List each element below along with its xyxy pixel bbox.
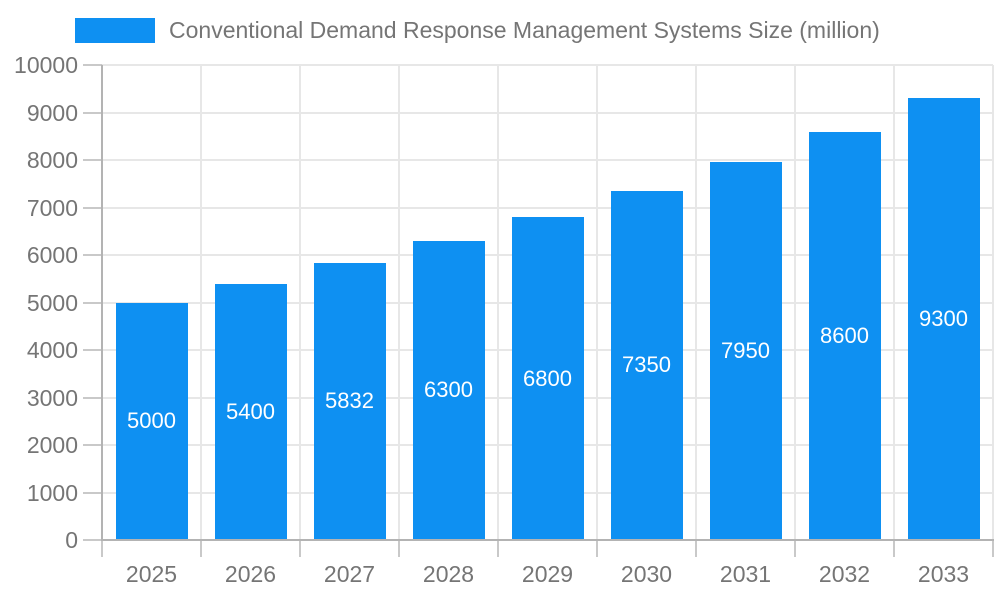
v-gridline [299, 65, 301, 540]
x-axis-tick [200, 541, 202, 557]
x-axis-tick [893, 541, 895, 557]
y-tick-label: 0 [65, 527, 78, 553]
y-tick-label: 9000 [26, 99, 78, 126]
bar-value-label: 7350 [622, 352, 671, 378]
x-axis-tick [992, 541, 994, 557]
x-axis-tick [596, 541, 598, 557]
y-axis-tick [83, 349, 102, 351]
bar: 6300 [412, 240, 485, 540]
legend: Conventional Demand Response Management … [75, 17, 880, 44]
v-gridline [497, 65, 499, 540]
x-axis-tick [398, 541, 400, 557]
v-gridline [992, 65, 994, 540]
bar-value-label: 7950 [721, 338, 770, 364]
x-tick-label: 2025 [125, 561, 178, 587]
x-axis-line [101, 539, 994, 541]
h-gridline [102, 159, 993, 161]
y-axis-tick [83, 301, 102, 304]
bar-value-label: 6300 [424, 377, 473, 403]
legend-swatch [75, 18, 155, 43]
y-axis-tick [83, 539, 102, 541]
v-gridline [200, 65, 202, 540]
h-gridline [102, 206, 993, 209]
bar-value-label: 5000 [127, 408, 176, 434]
y-axis-tick [83, 159, 102, 161]
x-tick-label: 2030 [620, 561, 673, 587]
x-tick-label: 2028 [422, 561, 475, 587]
x-axis-tick [695, 541, 697, 557]
y-axis-tick [83, 64, 102, 66]
bar: 7950 [709, 162, 782, 540]
x-tick-label: 2029 [521, 561, 574, 587]
bar: 8600 [808, 131, 881, 540]
bar-value-label: 5400 [226, 398, 275, 424]
y-tick-label: 2000 [26, 432, 78, 458]
x-axis-tick [794, 541, 796, 557]
bar: 7350 [610, 190, 683, 540]
y-axis-tick [83, 491, 102, 494]
y-tick-label: 7000 [26, 194, 78, 221]
y-axis-tick [83, 254, 102, 256]
v-gridline [398, 65, 400, 540]
x-axis-tick [299, 541, 301, 557]
y-axis-tick [83, 111, 102, 114]
bar-value-label: 5832 [325, 388, 374, 414]
legend-label: Conventional Demand Response Management … [169, 17, 880, 43]
bar-value-label: 9300 [919, 306, 968, 332]
x-axis-tick [497, 541, 499, 557]
bar-value-label: 6800 [523, 365, 572, 391]
y-tick-label: 5000 [26, 289, 78, 316]
bar: 5000 [115, 302, 188, 540]
bar: 5832 [313, 262, 386, 540]
bar-value-label: 8600 [820, 322, 869, 348]
y-axis-tick [83, 206, 102, 209]
y-tick-label: 6000 [26, 242, 78, 268]
bar: 6800 [511, 217, 584, 540]
x-tick-label: 2032 [818, 561, 871, 587]
x-tick-label: 2033 [917, 561, 970, 587]
v-gridline [794, 65, 796, 540]
x-tick-label: 2031 [719, 561, 772, 587]
x-tick-label: 2026 [224, 561, 277, 587]
y-axis-tick [83, 444, 102, 446]
y-tick-label: 10000 [14, 52, 78, 78]
y-tick-label: 3000 [26, 384, 78, 411]
v-gridline [596, 65, 598, 540]
h-gridline [102, 64, 993, 66]
y-tick-label: 8000 [26, 147, 78, 173]
y-tick-label: 4000 [26, 337, 78, 363]
x-axis-tick [101, 541, 103, 557]
x-tick-label: 2027 [323, 561, 376, 587]
y-axis-tick [83, 396, 102, 399]
v-gridline [695, 65, 697, 540]
y-axis-line [101, 65, 103, 542]
v-gridline [893, 65, 895, 540]
y-tick-label: 1000 [26, 479, 78, 506]
h-gridline [102, 111, 993, 114]
bar: 5400 [214, 283, 287, 540]
bar: 9300 [907, 98, 980, 540]
